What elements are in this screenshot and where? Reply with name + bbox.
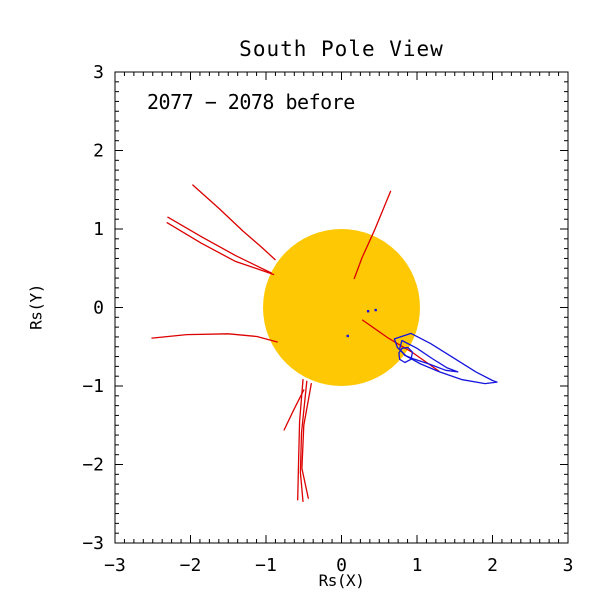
red-field-line-upper-left-2 (167, 216, 272, 274)
x-tick-label: 2 (487, 555, 498, 576)
x-tick-label: 3 (563, 555, 574, 576)
red-field-line-bottom-2 (299, 380, 308, 503)
x-tick-label: −2 (180, 555, 202, 576)
red-trajectories (151, 184, 440, 503)
blue-dot-3 (346, 334, 349, 338)
red-field-line-left-horizontal (151, 333, 278, 343)
blue-loops (393, 332, 498, 385)
x-axis-label: Rs(X) (318, 571, 365, 590)
x-tick-label: −3 (104, 555, 126, 576)
axes (114, 71, 569, 544)
y-tick-label: 1 (93, 219, 104, 240)
y-tick-label: 2 (93, 141, 104, 162)
y-tick-label: −2 (82, 455, 104, 476)
spacecraft-dots (346, 308, 377, 338)
red-field-line-upper-right (353, 190, 392, 280)
y-tick-label: 0 (93, 298, 104, 319)
plot-title: South Pole View (239, 37, 444, 61)
x-tick-label: −1 (255, 555, 277, 576)
sun-disk (263, 229, 420, 386)
blue-dot-1 (366, 310, 370, 313)
red-field-line-bottom-spur (283, 389, 305, 431)
tick-labels: −3 −2 −1 0 1 2 3 −3 −2 −1 0 1 2 3 (82, 62, 573, 576)
y-tick-label: −1 (82, 376, 104, 397)
plot-annotation: 2077 − 2078 before (147, 90, 355, 114)
blue-dot-2 (374, 308, 377, 312)
red-field-line-bottom-3 (301, 382, 312, 499)
x-tick-label: 1 (412, 555, 423, 576)
y-tick-label: 3 (93, 62, 104, 83)
y-tick-label: −3 (82, 533, 104, 554)
blue-loop-inner (398, 339, 459, 373)
y-axis-label: Rs(Y) (26, 284, 46, 330)
x-tick-label: 0 (336, 555, 347, 576)
red-field-line-bottom-1 (297, 379, 304, 501)
red-field-line-upper-left-3 (166, 222, 275, 276)
blue-loop-small (398, 346, 414, 364)
red-field-line-upper-left-1 (192, 184, 276, 261)
